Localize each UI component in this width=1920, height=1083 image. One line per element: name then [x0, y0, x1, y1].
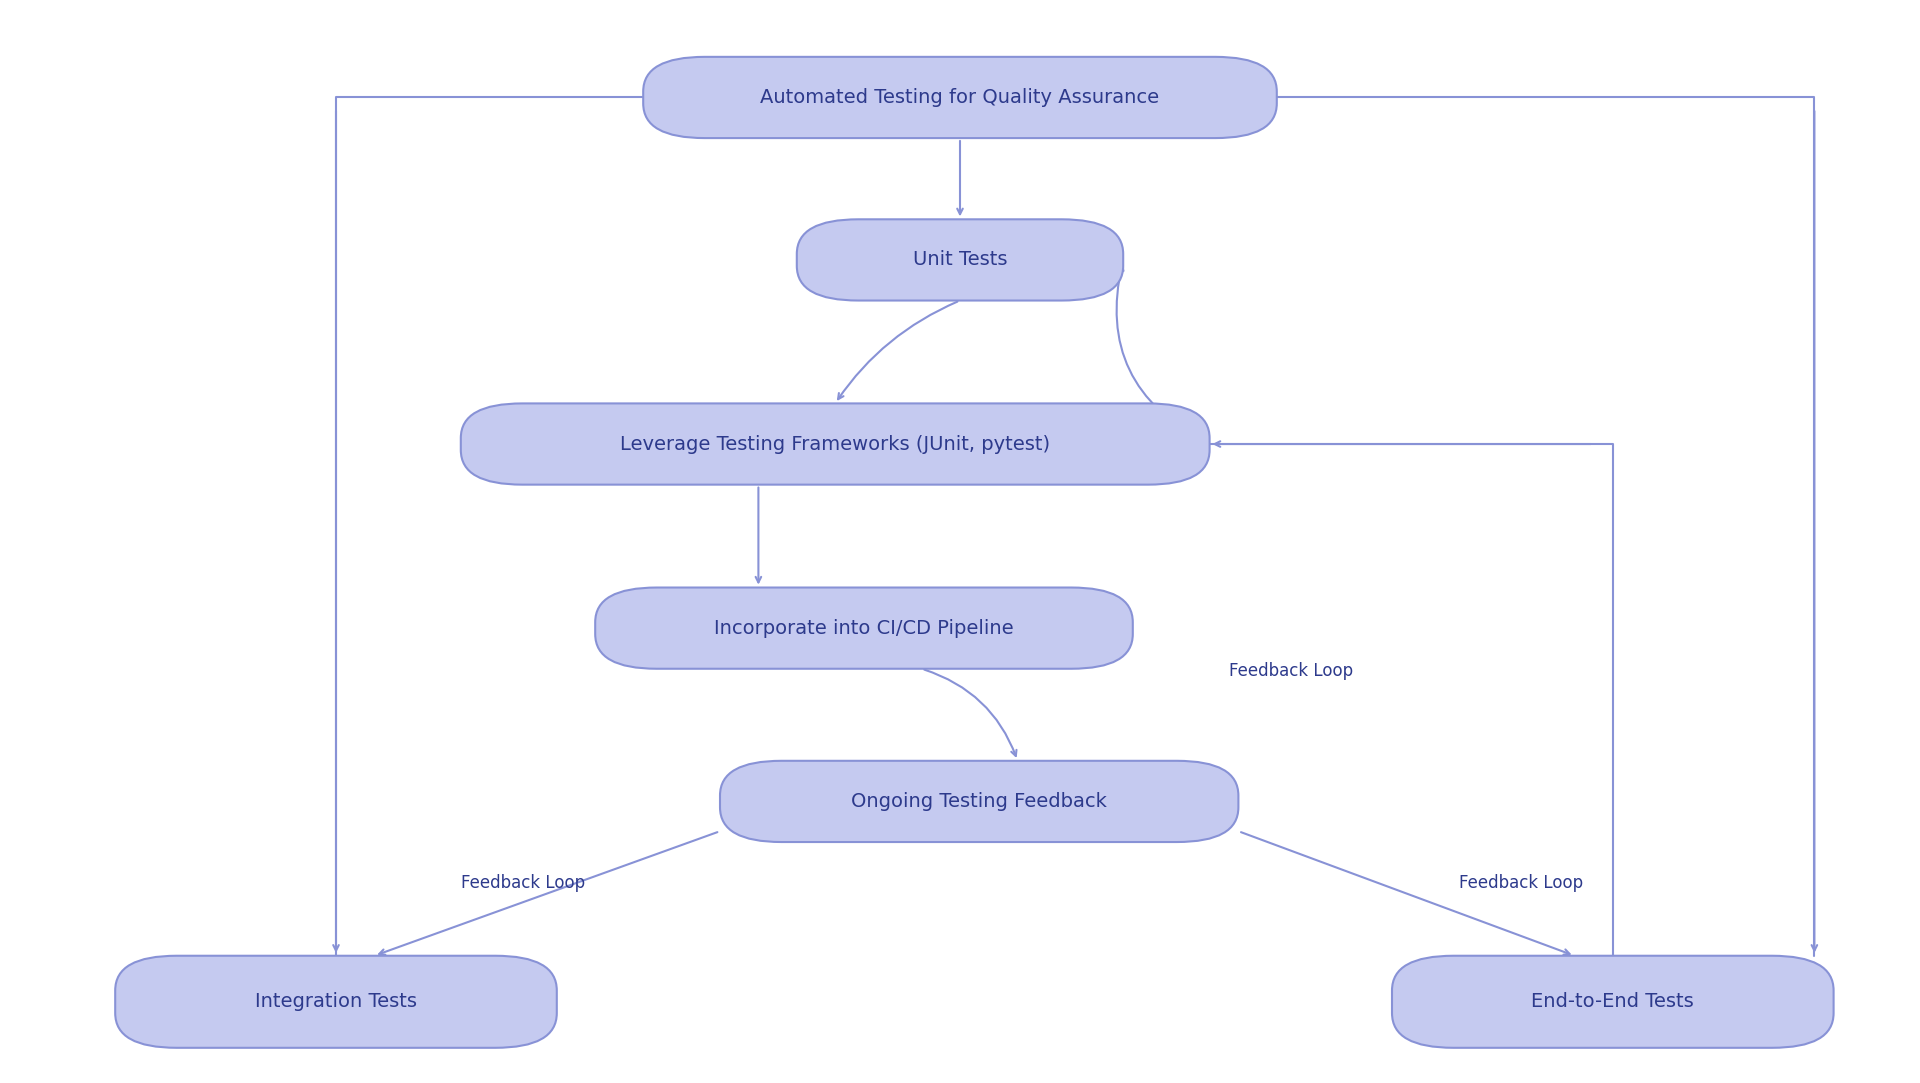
FancyBboxPatch shape — [461, 404, 1210, 485]
Text: Ongoing Testing Feedback: Ongoing Testing Feedback — [851, 792, 1108, 811]
FancyBboxPatch shape — [115, 956, 557, 1048]
Text: Incorporate into CI/CD Pipeline: Incorporate into CI/CD Pipeline — [714, 618, 1014, 638]
Text: End-to-End Tests: End-to-End Tests — [1532, 992, 1693, 1012]
Text: Integration Tests: Integration Tests — [255, 992, 417, 1012]
Text: Feedback Loop: Feedback Loop — [1459, 874, 1584, 891]
Text: Automated Testing for Quality Assurance: Automated Testing for Quality Assurance — [760, 88, 1160, 107]
Text: Unit Tests: Unit Tests — [912, 250, 1008, 270]
FancyBboxPatch shape — [720, 760, 1238, 843]
Text: Feedback Loop: Feedback Loop — [461, 874, 586, 891]
FancyBboxPatch shape — [797, 219, 1123, 300]
FancyBboxPatch shape — [595, 587, 1133, 668]
Text: Feedback Loop: Feedback Loop — [1229, 663, 1354, 680]
FancyBboxPatch shape — [643, 57, 1277, 139]
Text: Leverage Testing Frameworks (JUnit, pytest): Leverage Testing Frameworks (JUnit, pyte… — [620, 434, 1050, 454]
FancyBboxPatch shape — [1392, 956, 1834, 1048]
